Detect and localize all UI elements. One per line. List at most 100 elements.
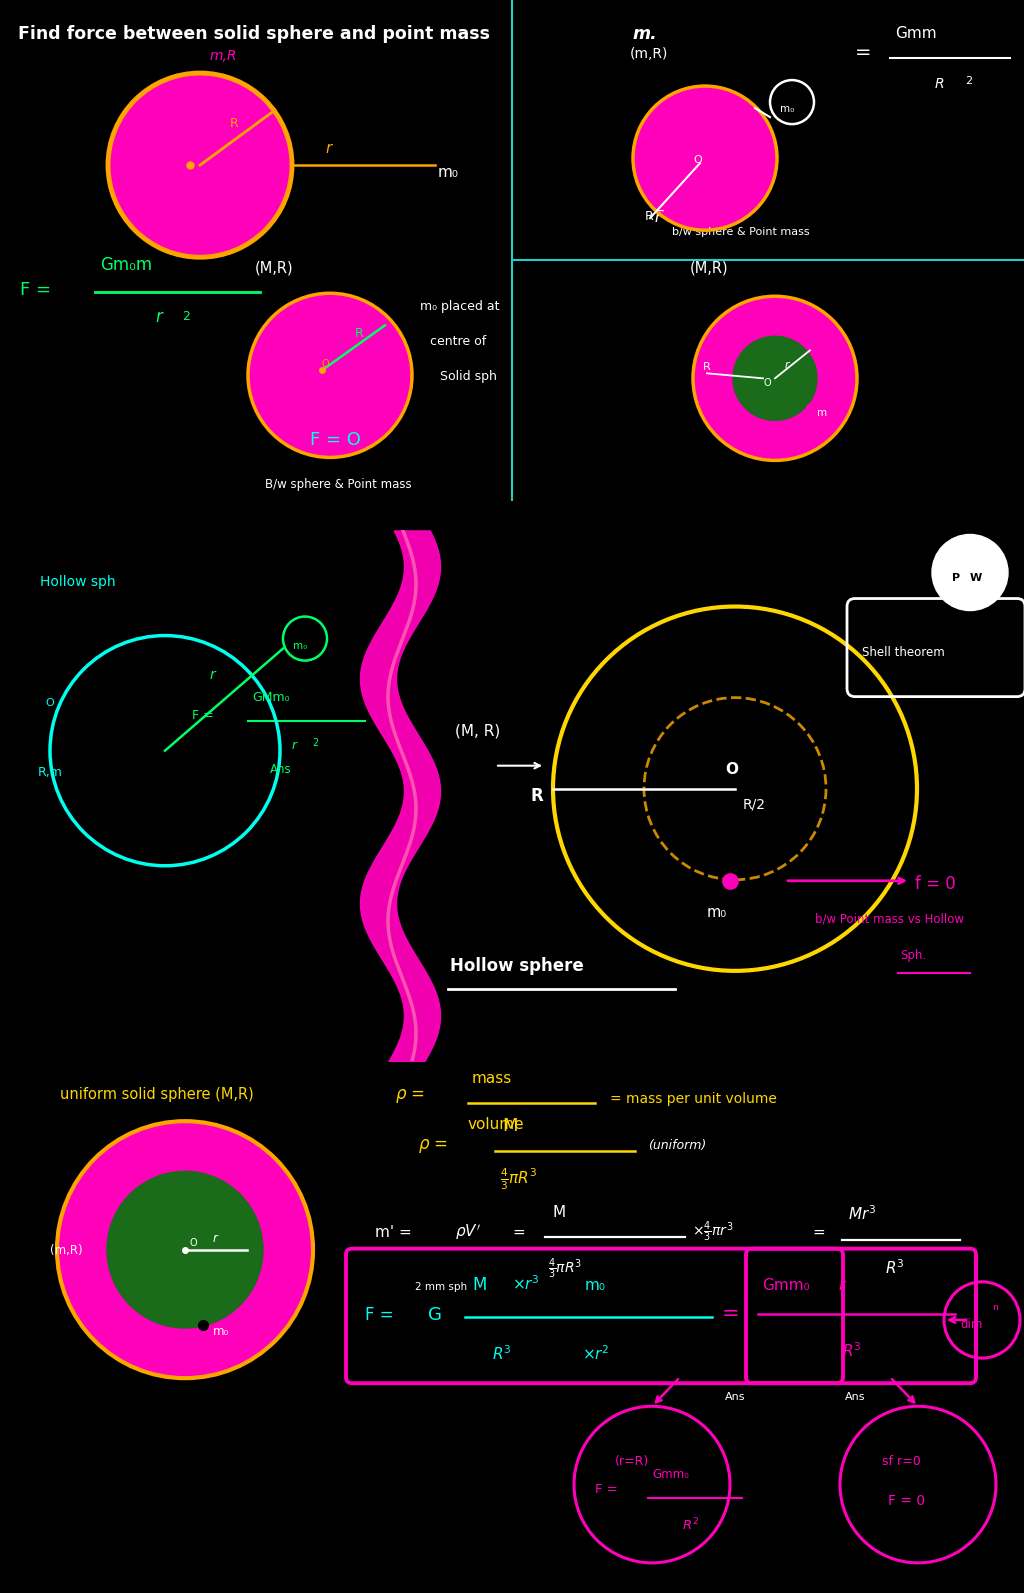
Text: =: = xyxy=(855,43,871,62)
Text: sf r=0: sf r=0 xyxy=(882,1454,921,1467)
Text: F = 0: F = 0 xyxy=(888,1494,925,1507)
Text: Gmm₀: Gmm₀ xyxy=(652,1467,689,1480)
Text: W: W xyxy=(970,572,982,583)
Text: centre of: centre of xyxy=(430,335,486,349)
Text: Sph.: Sph. xyxy=(900,949,926,962)
Text: R: R xyxy=(230,118,239,131)
Text: $\times r^2$: $\times r^2$ xyxy=(582,1344,609,1364)
Text: f = 0: f = 0 xyxy=(915,875,955,892)
Text: m₀: m₀ xyxy=(780,104,795,115)
Text: $Mr^3$: $Mr^3$ xyxy=(848,1204,877,1222)
Text: R: R xyxy=(645,210,653,223)
Text: Gm₀m: Gm₀m xyxy=(100,256,153,274)
Text: R: R xyxy=(935,76,944,91)
Text: m' =: m' = xyxy=(375,1225,412,1239)
Text: b/w sphere & Point mass: b/w sphere & Point mass xyxy=(672,228,810,237)
Text: m₀: m₀ xyxy=(213,1325,229,1338)
Text: r: r xyxy=(155,309,162,327)
Text: $\rho V'$: $\rho V'$ xyxy=(455,1222,481,1241)
Text: R/2: R/2 xyxy=(743,798,766,812)
Text: r: r xyxy=(213,1231,218,1244)
Text: (M,R): (M,R) xyxy=(255,260,294,276)
Text: Gmm: Gmm xyxy=(895,25,937,41)
Text: (M, R): (M, R) xyxy=(455,723,501,739)
Text: F =: F = xyxy=(193,709,214,722)
Text: =: = xyxy=(812,1225,824,1239)
Text: $\frac{4}{3}\pi R^3$: $\frac{4}{3}\pi R^3$ xyxy=(548,1257,583,1281)
Text: O: O xyxy=(45,698,53,707)
Circle shape xyxy=(57,1121,313,1378)
Circle shape xyxy=(633,86,777,231)
Text: $\rho$ =: $\rho$ = xyxy=(418,1137,447,1155)
Text: =: = xyxy=(512,1225,524,1239)
Text: Shell theorem: Shell theorem xyxy=(862,645,945,658)
Text: $\times r^3$: $\times r^3$ xyxy=(512,1274,540,1294)
Circle shape xyxy=(733,336,817,421)
Text: GMm₀: GMm₀ xyxy=(252,691,290,704)
Text: Ans: Ans xyxy=(270,763,292,776)
Text: R: R xyxy=(531,787,544,804)
Text: Ans: Ans xyxy=(725,1392,745,1402)
Text: m₀: m₀ xyxy=(438,166,459,180)
Text: m₀: m₀ xyxy=(585,1278,606,1294)
Text: (M,R): (M,R) xyxy=(690,260,729,276)
Text: O: O xyxy=(693,155,701,166)
Text: Hollow sph: Hollow sph xyxy=(40,575,116,588)
Text: m₀ placed at: m₀ placed at xyxy=(420,299,500,314)
Text: (m,R): (m,R) xyxy=(50,1244,83,1257)
Circle shape xyxy=(932,535,1008,610)
Text: Ans: Ans xyxy=(845,1392,865,1402)
Text: O: O xyxy=(725,761,738,777)
Text: O: O xyxy=(763,379,771,389)
Text: M: M xyxy=(552,1204,565,1220)
Text: $R^2$: $R^2$ xyxy=(682,1517,699,1534)
Text: F =: F = xyxy=(20,282,51,299)
Text: = mass per unit volume: = mass per unit volume xyxy=(610,1093,777,1106)
Text: $\rho$ =: $\rho$ = xyxy=(395,1086,425,1106)
Text: =: = xyxy=(722,1305,739,1324)
Text: r: r xyxy=(785,360,790,370)
Text: O: O xyxy=(190,1238,198,1247)
Text: Find force between solid sphere and point mass: Find force between solid sphere and poin… xyxy=(18,25,496,43)
Text: (uniform): (uniform) xyxy=(648,1139,707,1152)
Text: O: O xyxy=(322,360,330,370)
Text: 2: 2 xyxy=(182,311,189,323)
Text: volume: volume xyxy=(468,1117,524,1133)
Text: r: r xyxy=(325,142,331,156)
Text: r: r xyxy=(292,739,297,752)
Text: Solid sph: Solid sph xyxy=(440,370,497,384)
Text: m₀: m₀ xyxy=(707,905,727,919)
Text: Gmm₀: Gmm₀ xyxy=(762,1278,810,1294)
Text: Hollow sphere: Hollow sphere xyxy=(450,957,584,975)
Text: R,m: R,m xyxy=(38,766,62,779)
Text: n: n xyxy=(992,1303,997,1313)
Text: F = O: F = O xyxy=(310,432,360,449)
Text: $\times \frac{4}{3} \pi r^3$: $\times \frac{4}{3} \pi r^3$ xyxy=(692,1220,734,1244)
Circle shape xyxy=(693,296,857,460)
Text: $R^3$: $R^3$ xyxy=(842,1341,861,1360)
Text: M: M xyxy=(502,1117,517,1136)
Text: m₀: m₀ xyxy=(293,640,307,650)
Text: m,R: m,R xyxy=(210,49,238,64)
Text: r: r xyxy=(210,667,216,682)
Text: b/w Point mass vs Hollow: b/w Point mass vs Hollow xyxy=(815,913,964,926)
Text: mass: mass xyxy=(472,1070,512,1086)
Text: dim: dim xyxy=(961,1317,982,1332)
Text: M: M xyxy=(472,1276,486,1294)
Text: R: R xyxy=(355,327,364,341)
Circle shape xyxy=(108,73,292,256)
Text: F =: F = xyxy=(595,1483,617,1496)
Text: P: P xyxy=(952,572,961,583)
Text: m.: m. xyxy=(632,25,656,43)
Text: 2: 2 xyxy=(312,738,318,747)
Text: $R^3$: $R^3$ xyxy=(492,1344,512,1364)
Text: 2: 2 xyxy=(965,76,972,86)
Text: B/w sphere & Point mass: B/w sphere & Point mass xyxy=(265,478,412,491)
Text: 2 mm sph: 2 mm sph xyxy=(415,1282,467,1292)
Text: F =: F = xyxy=(365,1306,393,1324)
Text: $\frac{4}{3}$$\pi R^3$: $\frac{4}{3}$$\pi R^3$ xyxy=(500,1166,538,1192)
Circle shape xyxy=(106,1171,263,1329)
Text: R: R xyxy=(703,362,711,373)
Text: G: G xyxy=(428,1306,442,1324)
Text: uniform solid sphere (M,R): uniform solid sphere (M,R) xyxy=(60,1086,254,1102)
